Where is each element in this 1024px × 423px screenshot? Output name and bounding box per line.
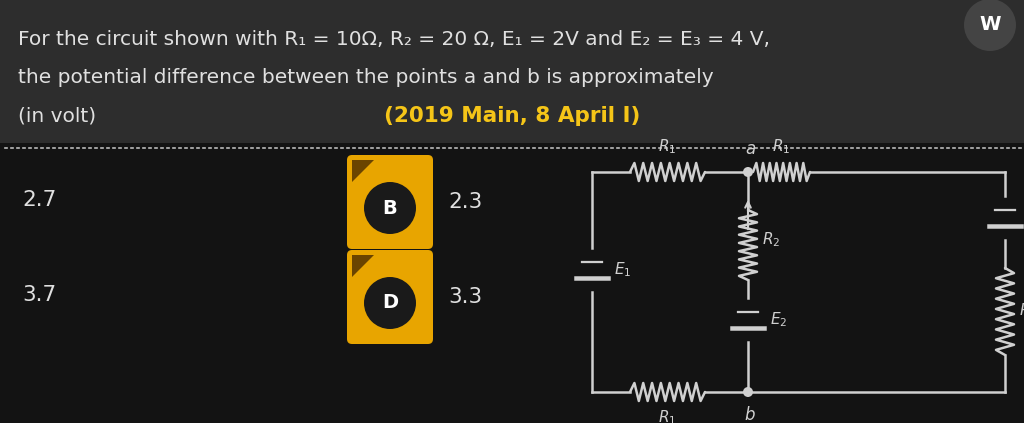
Bar <box>0 0 1024 143</box>
Circle shape <box>964 0 1016 51</box>
Polygon shape <box>352 160 374 182</box>
Text: $R_1$: $R_1$ <box>657 408 676 423</box>
Text: $R_2$: $R_2$ <box>762 231 780 249</box>
Text: $R_1$: $R_1$ <box>1019 302 1024 320</box>
Text: the potential difference between the points a and b is approximately: the potential difference between the poi… <box>18 68 714 87</box>
Text: $R_1$: $R_1$ <box>657 137 676 156</box>
Text: 2.7: 2.7 <box>22 190 56 210</box>
Text: a: a <box>744 140 755 158</box>
Text: 3.7: 3.7 <box>22 285 56 305</box>
Text: (2019 Main, 8 April I): (2019 Main, 8 April I) <box>384 106 640 126</box>
Text: b: b <box>744 406 756 423</box>
FancyBboxPatch shape <box>347 155 433 249</box>
Text: 2.3: 2.3 <box>449 192 482 212</box>
Circle shape <box>743 387 753 397</box>
Polygon shape <box>352 255 374 277</box>
Text: $E_2$: $E_2$ <box>770 310 787 330</box>
Text: W: W <box>979 16 1000 35</box>
Text: D: D <box>382 294 398 313</box>
Bar <box>0 143 1024 423</box>
Circle shape <box>743 167 753 177</box>
Text: 3.3: 3.3 <box>449 287 482 307</box>
Text: (in volt): (in volt) <box>18 106 96 125</box>
Text: $E_1$: $E_1$ <box>614 261 632 279</box>
Text: $R_1$: $R_1$ <box>772 137 791 156</box>
Circle shape <box>364 277 416 329</box>
Text: For the circuit shown with R₁ = 10Ω, R₂ = 20 Ω, E₁ = 2V and E₂ = E₃ = 4 V,: For the circuit shown with R₁ = 10Ω, R₂ … <box>18 30 770 49</box>
Circle shape <box>364 182 416 234</box>
Text: B: B <box>383 198 397 217</box>
FancyBboxPatch shape <box>347 250 433 344</box>
